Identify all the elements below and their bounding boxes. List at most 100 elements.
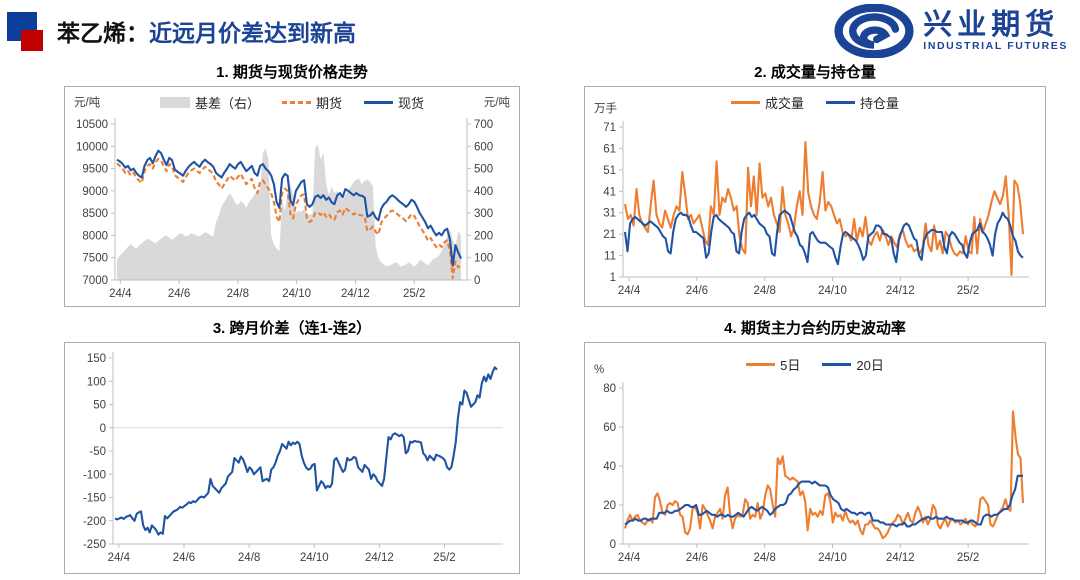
series-line-5日 — [624, 410, 1025, 540]
chart2-title: 2. 成交量与持仓量 — [754, 64, 876, 81]
chart3-title: 3. 跨月价差（连1-连2） — [212, 320, 372, 337]
chart4-box: % 5日 20日 0 20 40 60 80 24/4 24/6 24/8 24/10 24/12 2… — [584, 342, 1046, 574]
tick-label: 24/8 — [238, 552, 260, 564]
legend-item-期货: 期货 — [281, 93, 342, 112]
chart4-plot: 0 20 40 60 80 24/4 24/6 24/8 24/10 24/12 25/2 — [603, 382, 1029, 564]
legend-label: 20日 — [856, 358, 884, 373]
tick-label: 200 — [474, 230, 493, 242]
legend-line-swatch — [746, 363, 776, 366]
series-line-成交量 — [623, 140, 1025, 276]
series-line-期货 — [116, 157, 462, 280]
tick-label: 9000 — [82, 186, 108, 198]
tick-label: 11 — [604, 251, 616, 263]
tick-label: 24/10 — [282, 288, 311, 300]
series-line-现货 — [116, 149, 462, 267]
chart1-title: 1. 期货与现货价格走势 — [216, 64, 368, 81]
tick-label: -100 — [83, 469, 106, 481]
tick-label: 300 — [474, 208, 493, 220]
tick-label: 700 — [474, 119, 493, 131]
legend-label: 成交量 — [764, 96, 804, 111]
tick-label: 0 — [100, 423, 106, 435]
chart1-unit-left: 元/吨 — [74, 97, 101, 109]
logo-brand-cn: 兴业期货 — [923, 9, 1060, 41]
tick-label: 21 — [603, 229, 616, 241]
tick-label: -200 — [83, 516, 106, 528]
legend-line-swatch — [826, 101, 855, 104]
legend-item-5日: 5日 — [746, 355, 800, 374]
tick-label: 24/12 — [886, 552, 915, 564]
tick-label: 24/4 — [618, 552, 641, 564]
chart3-box: -250 -200 -150 -100 -50 0 50 100 150 24/4 24/6 24/8… — [64, 342, 520, 574]
tick-label: 61 — [603, 143, 616, 155]
tick-label: 60 — [603, 422, 616, 434]
tick-label: 25/2 — [957, 552, 979, 564]
chart4-title: 4. 期货主力合约历史波动率 — [724, 320, 906, 337]
tick-label: 10000 — [76, 141, 108, 153]
tick-label: 8000 — [82, 230, 108, 242]
tick-label: 50 — [93, 400, 106, 412]
legend-item-基差（右）: 基差（右） — [159, 93, 260, 112]
legend-line-swatch — [822, 363, 852, 366]
tick-label: 100 — [474, 253, 493, 265]
series-line-20日 — [624, 474, 1023, 528]
tick-label: 24/4 — [618, 285, 641, 297]
panel-futures-spot-price: 1. 期货与现货价格走势 元/吨 元/吨 基差（右） 期货 现货 7000 7500 8… — [64, 62, 520, 307]
legend-item-持仓量: 持仓量 — [826, 93, 899, 112]
panel-calendar-spread: 3. 跨月价差（连1-连2） -250 -200 -150 -100 -50 0 50 100… — [64, 318, 520, 574]
header-mark-red-square — [21, 30, 43, 51]
tick-label: 24/8 — [753, 552, 775, 564]
panel-historical-volatility: 4. 期货主力合约历史波动率 % 5日 20日 0 20 40 60 80 24/4 24/6… — [584, 318, 1046, 574]
spiral-logo-icon — [834, 4, 914, 58]
tick-label: 9500 — [82, 164, 108, 176]
tick-label: 31 — [603, 208, 616, 220]
series-line-持仓量 — [623, 209, 1024, 266]
tick-label: 24/4 — [109, 288, 132, 300]
legend-dashed-swatch — [281, 101, 311, 104]
tick-label: 24/8 — [227, 288, 249, 300]
tick-label: 24/6 — [168, 288, 190, 300]
tick-label: 24/12 — [886, 285, 915, 297]
chart2-unit-left: 万手 — [594, 103, 617, 115]
legend-label: 5日 — [780, 358, 801, 373]
tick-label: -250 — [83, 539, 106, 551]
tick-label: 24/6 — [686, 552, 708, 564]
page-title-subject: 苯乙烯： — [57, 20, 149, 46]
page-title-highlight: 近远月价差达到新高 — [149, 20, 356, 46]
legend-label: 持仓量 — [860, 96, 900, 111]
tick-label: 100 — [87, 376, 106, 388]
series-line-连1-连2 — [114, 366, 498, 536]
tick-label: 25/2 — [403, 288, 425, 300]
chart2-legend: 成交量 持仓量 — [585, 93, 1045, 112]
legend-line-swatch — [364, 101, 393, 104]
series-area-基差（右） — [117, 144, 461, 280]
tick-label: 51 — [603, 165, 616, 177]
tick-label: 24/8 — [753, 285, 775, 297]
tick-label: 0 — [474, 275, 480, 287]
tick-label: 7000 — [82, 275, 108, 287]
tick-label: 400 — [474, 186, 493, 198]
tick-label: 24/6 — [173, 552, 195, 564]
tick-label: 7500 — [82, 253, 108, 265]
legend-item-现货: 现货 — [364, 93, 424, 112]
tick-label: 71 — [603, 122, 616, 134]
tick-label: 1 — [610, 272, 616, 284]
chart1-box: 元/吨 元/吨 基差（右） 期货 现货 7000 7500 8000 8500 9000 95… — [64, 86, 520, 307]
chart3-plot: -250 -200 -150 -100 -50 0 50 100 150 24/4 24/6 24/8… — [83, 352, 503, 564]
chart1-legend: 基差（右） 期货 现货 — [65, 93, 519, 112]
tick-label: 150 — [87, 353, 106, 365]
tick-label: 24/10 — [818, 285, 847, 297]
tick-label: 600 — [474, 141, 493, 153]
tick-label: 24/10 — [818, 552, 847, 564]
legend-area-swatch — [159, 97, 190, 108]
tick-label: 10500 — [76, 119, 108, 131]
panel-volume-open-interest: 2. 成交量与持仓量 万手 成交量 持仓量 1 11 21 31 41 51 61 71 24/4… — [584, 62, 1046, 307]
legend-label: 基差（右） — [194, 96, 260, 111]
logo-text: 兴业期货 INDUSTRIAL FUTURES — [923, 10, 1068, 52]
chart1-plot: 7000 7500 8000 8500 9000 9500 10000 10500 0 100 20… — [76, 118, 493, 300]
legend-item-20日: 20日 — [822, 355, 884, 374]
tick-label: 8500 — [82, 208, 108, 220]
tick-label: -150 — [83, 493, 106, 505]
tick-label: 24/12 — [365, 552, 394, 564]
